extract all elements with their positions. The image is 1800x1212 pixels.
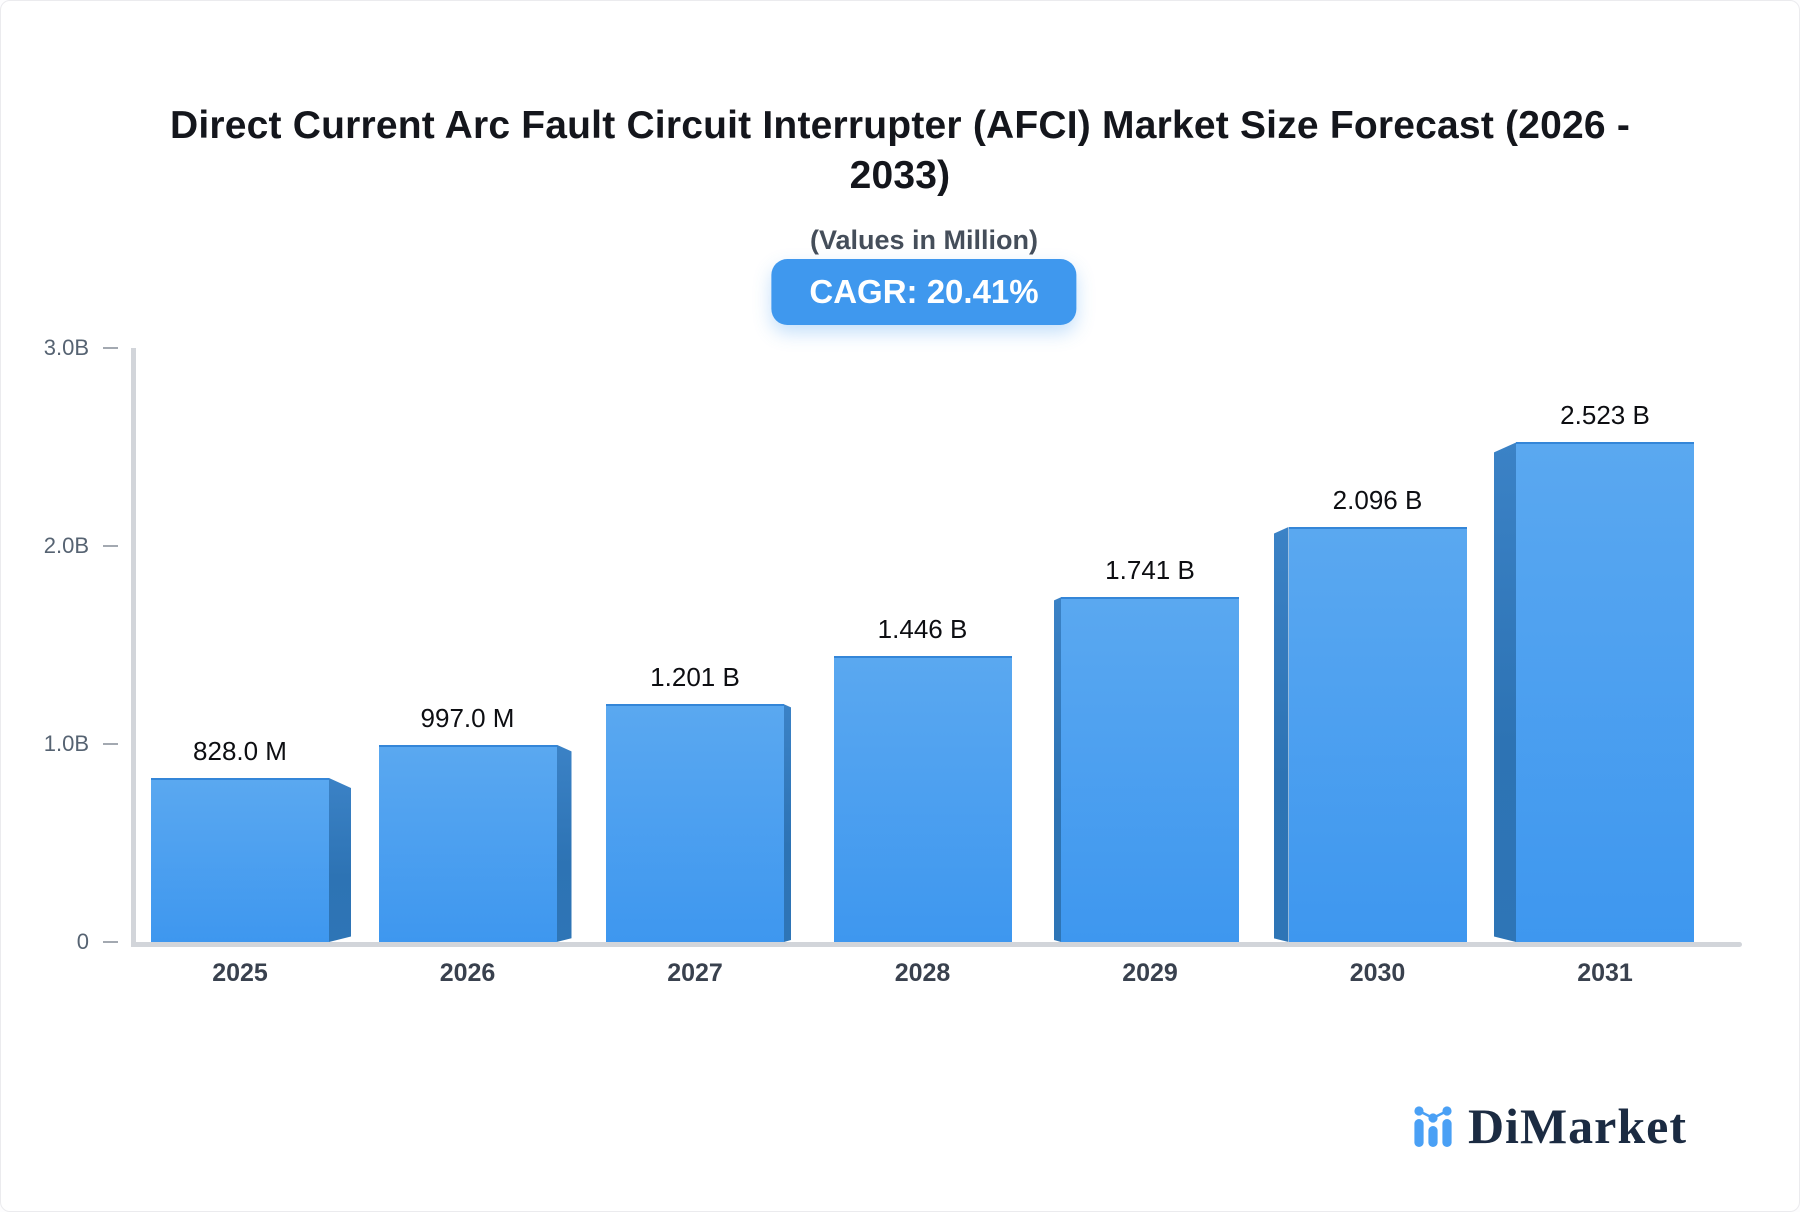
- chart-title-line2: 2033): [849, 154, 951, 197]
- bar-value-label: 828.0 M: [193, 736, 287, 767]
- y-tick-label: 1.0B: [43, 731, 89, 756]
- x-category-label: 2025: [212, 959, 268, 987]
- y-tick: [103, 941, 118, 943]
- dimarket-logo-text: DiMarket: [1467, 1098, 1687, 1154]
- x-category-label: 2027: [667, 959, 723, 987]
- bar[interactable]: [1516, 442, 1694, 942]
- dimarket-logo[interactable]: DiMarket: [1412, 1097, 1687, 1155]
- bar-3d-side: [329, 778, 351, 942]
- bar-value-label: 997.0 M: [420, 702, 515, 733]
- chart-title-line1: Direct Current Arc Fault Circuit Interru…: [169, 104, 1631, 147]
- y-axis-line: [131, 348, 136, 947]
- y-tick-label: 3.0B: [43, 335, 89, 360]
- bar-value-label: 1.201 B: [650, 662, 740, 693]
- x-category-label: 2029: [1122, 959, 1178, 987]
- bar-3d-side: [1494, 442, 1516, 942]
- bar[interactable]: [378, 744, 557, 942]
- cagr-badge: CAGR: 20.41%: [771, 259, 1077, 325]
- bar-value-label: 2.523 B: [1560, 400, 1650, 431]
- bar[interactable]: [1288, 526, 1467, 942]
- y-tick: [103, 347, 118, 349]
- y-tick-label: 0: [76, 929, 89, 954]
- x-category-label: 2031: [1577, 959, 1633, 987]
- bar-value-label: 1.446 B: [877, 613, 968, 644]
- chart-title: Direct Current Arc Fault Circuit Interru…: [1, 101, 1799, 201]
- x-category-label: 2026: [439, 959, 496, 987]
- bar[interactable]: [606, 704, 784, 942]
- x-category-label: 2030: [1349, 959, 1406, 987]
- y-tick: [103, 545, 118, 547]
- y-tick: [103, 743, 118, 745]
- bar[interactable]: [151, 778, 329, 942]
- x-axis-line: [131, 942, 1742, 947]
- dimarket-bars-icon: [1414, 1106, 1452, 1147]
- bar[interactable]: [1061, 597, 1239, 942]
- bar[interactable]: [833, 655, 1012, 942]
- bar-3d-side: [557, 745, 572, 942]
- y-tick-label: 2.0B: [43, 533, 89, 558]
- bar-value-label: 2.096 B: [1332, 484, 1423, 515]
- x-category-label: 2028: [894, 959, 951, 987]
- chart-subtitle: (Values in Million): [809, 225, 1039, 255]
- bar-value-label: 1.741 B: [1105, 555, 1195, 586]
- bar-3d-side: [784, 704, 791, 942]
- bar-3d-side: [1054, 597, 1061, 942]
- bar-3d-side: [1274, 527, 1289, 942]
